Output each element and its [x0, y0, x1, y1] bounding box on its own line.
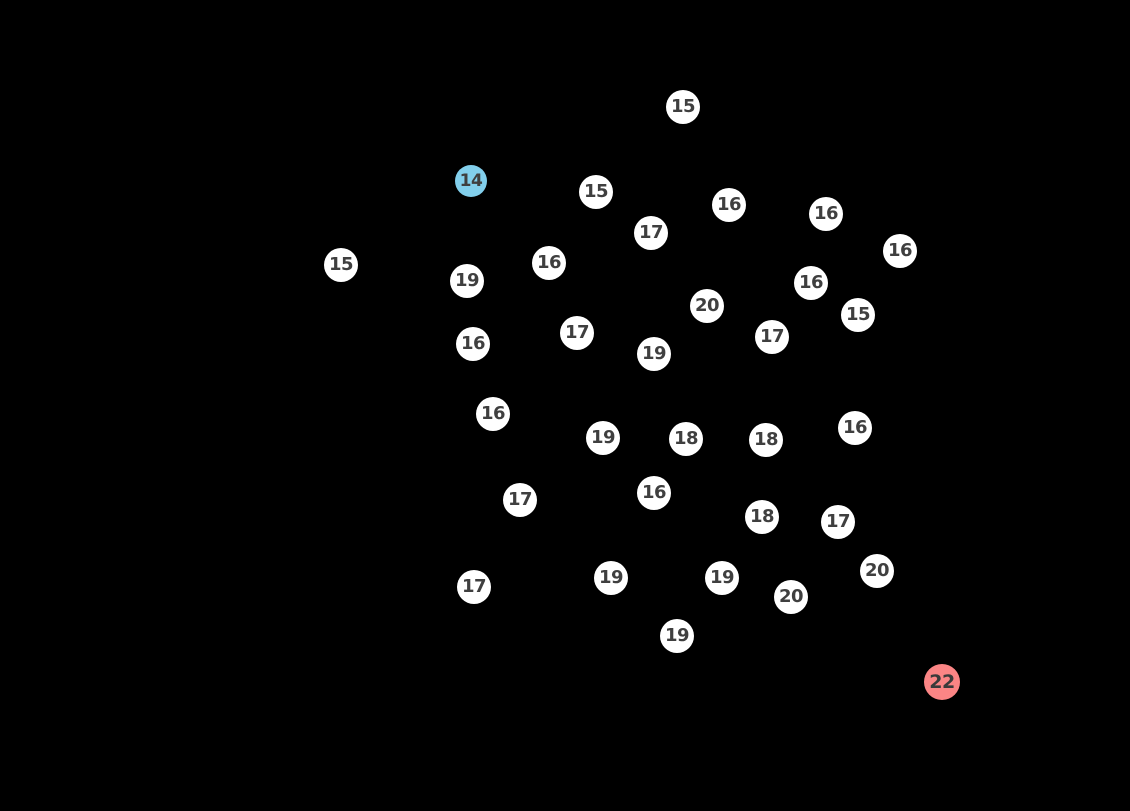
cluster-marker[interactable]: 19: [637, 337, 671, 371]
cluster-marker-label: 19: [664, 625, 690, 646]
cluster-marker[interactable]: 20: [860, 554, 894, 588]
cluster-marker[interactable]: 19: [586, 421, 620, 455]
cluster-marker[interactable]: 20: [774, 580, 808, 614]
cluster-marker[interactable]: 17: [560, 316, 594, 350]
cluster-marker-label: 19: [590, 427, 616, 448]
cluster-marker-label: 17: [507, 489, 533, 510]
cluster-marker[interactable]: 16: [838, 411, 872, 445]
cluster-marker-label: 17: [759, 326, 785, 347]
cluster-marker-label: 19: [641, 343, 667, 364]
cluster-marker[interactable]: 19: [594, 561, 628, 595]
cluster-marker[interactable]: 16: [637, 476, 671, 510]
cluster-marker[interactable]: 18: [745, 500, 779, 534]
cluster-marker[interactable]: 19: [660, 619, 694, 653]
cluster-marker[interactable]: 15: [666, 90, 700, 124]
cluster-marker[interactable]: 22: [924, 664, 960, 700]
cluster-marker[interactable]: 16: [476, 397, 510, 431]
cluster-marker[interactable]: 18: [669, 422, 703, 456]
cluster-marker-label: 22: [929, 670, 955, 693]
cluster-marker[interactable]: 19: [450, 264, 484, 298]
cluster-marker[interactable]: 17: [503, 483, 537, 517]
cluster-marker[interactable]: 15: [579, 175, 613, 209]
cluster-marker-label: 18: [749, 506, 775, 527]
cluster-marker-label: 20: [778, 586, 804, 607]
cluster-marker-label: 16: [641, 482, 667, 503]
cluster-marker[interactable]: 14: [455, 165, 487, 197]
cluster-marker[interactable]: 16: [794, 266, 828, 300]
cluster-marker-label: 16: [798, 272, 824, 293]
cluster-marker[interactable]: 16: [712, 188, 746, 222]
cluster-marker[interactable]: 17: [457, 570, 491, 604]
cluster-marker-label: 18: [753, 429, 779, 450]
cluster-marker-label: 15: [670, 96, 696, 117]
cluster-marker-label: 20: [864, 560, 890, 581]
cluster-marker-label: 16: [460, 333, 486, 354]
cluster-marker-label: 17: [564, 322, 590, 343]
cluster-marker[interactable]: 16: [456, 327, 490, 361]
cluster-marker-label: 19: [709, 567, 735, 588]
cluster-marker-label: 18: [673, 428, 699, 449]
cluster-marker-label: 14: [459, 170, 483, 191]
cluster-marker-label: 16: [480, 403, 506, 424]
cluster-marker-label: 16: [842, 417, 868, 438]
cluster-marker-label: 15: [845, 304, 871, 325]
cluster-marker-label: 17: [461, 576, 487, 597]
cluster-marker-label: 19: [454, 270, 480, 291]
cluster-marker[interactable]: 18: [749, 423, 783, 457]
cluster-marker-label: 17: [825, 511, 851, 532]
cluster-marker-label: 15: [328, 254, 354, 275]
cluster-marker[interactable]: 19: [705, 561, 739, 595]
cluster-marker-label: 16: [536, 252, 562, 273]
cluster-marker[interactable]: 17: [634, 216, 668, 250]
cluster-marker[interactable]: 15: [841, 298, 875, 332]
cluster-marker-label: 15: [583, 181, 609, 202]
cluster-marker-label: 19: [598, 567, 624, 588]
cluster-marker-label: 16: [813, 203, 839, 224]
cluster-marker[interactable]: 16: [532, 246, 566, 280]
cluster-marker[interactable]: 16: [809, 197, 843, 231]
cluster-marker[interactable]: 17: [821, 505, 855, 539]
cluster-marker[interactable]: 16: [883, 234, 917, 268]
cluster-marker[interactable]: 20: [690, 289, 724, 323]
cluster-marker-label: 20: [694, 295, 720, 316]
cluster-marker[interactable]: 15: [324, 248, 358, 282]
cluster-marker-label: 17: [638, 222, 664, 243]
cluster-marker-label: 16: [887, 240, 913, 261]
cluster-marker-label: 16: [716, 194, 742, 215]
cluster-marker[interactable]: 17: [755, 320, 789, 354]
